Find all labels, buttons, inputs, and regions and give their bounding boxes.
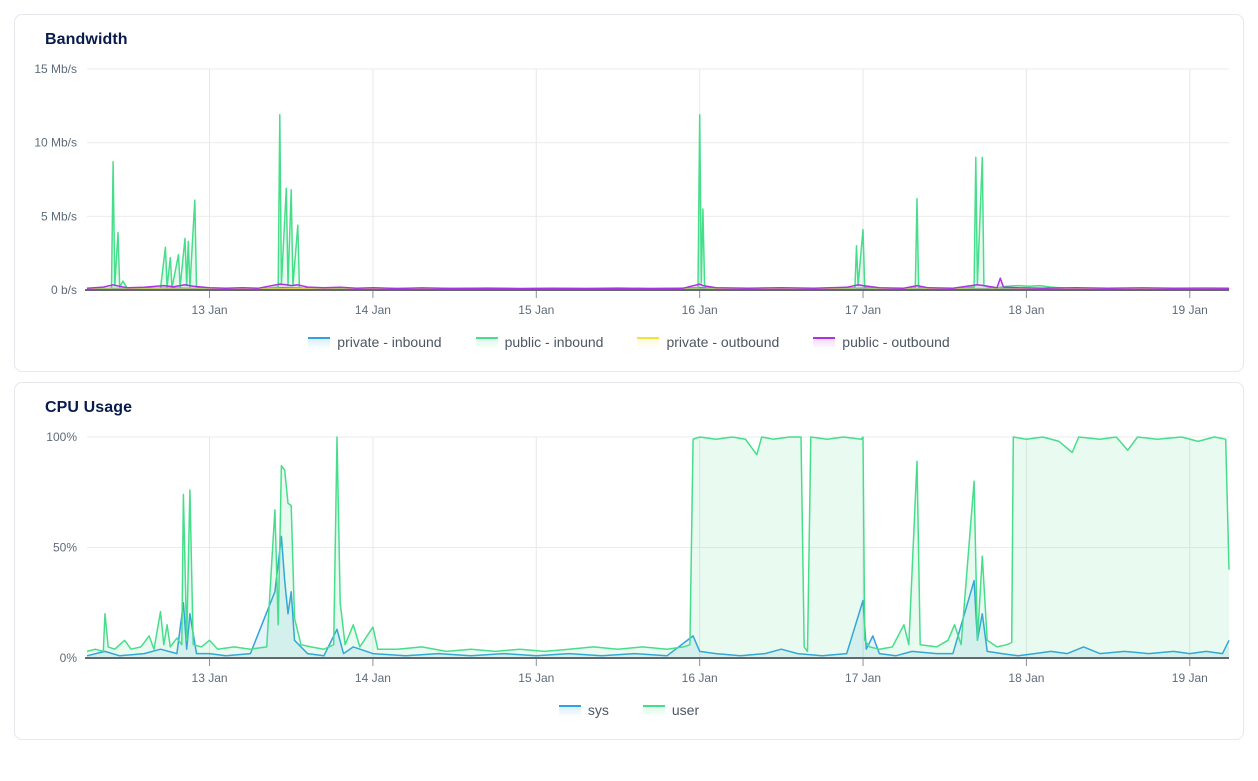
legend-item-sys: sys <box>558 702 609 718</box>
bandwidth-panel: Bandwidth 0 b/s 5 Mb/s 10 Mb/s 15 Mb/s 13 Ja… <box>14 14 1244 372</box>
y-tick-label: 15 Mb/s <box>34 62 77 76</box>
x-tick-label: 17 Jan <box>845 303 881 317</box>
legend-swatch-icon <box>475 336 498 348</box>
series-line-public-outbound <box>86 277 1230 290</box>
chart-svg: 0% 50% 100% 13 Jan 14 Jan 15 Jan 16 Jan 17 Jan 1… <box>46 430 1230 685</box>
legend-item-user: user <box>642 702 700 718</box>
y-tick-label: 0% <box>60 651 78 665</box>
cpu-usage-chart: 0% 50% 100% 13 Jan 14 Jan 15 Jan 16 Jan 17 Jan 1… <box>27 423 1235 689</box>
series-line-sys <box>86 535 1230 657</box>
legend-item-private-inbound: private - inbound <box>308 334 442 350</box>
x-tick-label: 13 Jan <box>192 303 228 317</box>
legend-item-private-outbound: private - outbound <box>637 334 779 350</box>
legend-swatch-icon <box>642 704 665 716</box>
x-tick-label: 19 Jan <box>1172 671 1208 685</box>
legend-label: sys <box>587 702 609 718</box>
x-tick-label: 16 Jan <box>682 303 718 317</box>
cpu-usage-panel: CPU Usage 0% 50% 100% 13 Jan 14 Jan 15 Jan 16 … <box>14 382 1244 740</box>
bandwidth-legend: private - inbound public - inbound private… <box>27 331 1231 353</box>
legend-label: private - outbound <box>666 334 780 350</box>
x-tick-label: 18 Jan <box>1008 303 1044 317</box>
y-tick-label: 0 b/s <box>51 283 77 297</box>
x-tick-label: 17 Jan <box>845 671 881 685</box>
legend-swatch-icon <box>308 336 331 348</box>
x-tick-label: 18 Jan <box>1008 671 1044 685</box>
legend-swatch-icon <box>637 336 660 348</box>
legend-swatch-icon <box>813 336 836 348</box>
legend-label: public - inbound <box>504 334 604 350</box>
legend-label: public - outbound <box>842 334 950 350</box>
series-line-user <box>86 436 1230 653</box>
bandwidth-title: Bandwidth <box>45 31 128 48</box>
y-tick-label: 5 Mb/s <box>41 209 77 223</box>
legend-label: private - inbound <box>337 334 442 350</box>
x-tick-label: 15 Jan <box>518 303 554 317</box>
x-tick-label: 14 Jan <box>355 671 391 685</box>
legend-item-public-outbound: public - outbound <box>813 334 950 350</box>
bandwidth-chart: 0 b/s 5 Mb/s 10 Mb/s 15 Mb/s 13 Jan 14 Jan 15 … <box>27 55 1235 321</box>
x-tick-label: 19 Jan <box>1172 303 1208 317</box>
chart-svg: 0 b/s 5 Mb/s 10 Mb/s 15 Mb/s 13 Jan 14 Jan 15 … <box>34 62 1230 317</box>
y-tick-label: 50% <box>53 541 77 555</box>
x-tick-label: 14 Jan <box>355 303 391 317</box>
series-area-user <box>87 437 1229 658</box>
series-area-public-inbound <box>87 114 1229 290</box>
x-tick-label: 15 Jan <box>518 671 554 685</box>
legend-item-public-inbound: public - inbound <box>475 334 604 350</box>
cpu-usage-title: CPU Usage <box>45 399 133 416</box>
series-line-public-inbound <box>86 113 1230 291</box>
legend-swatch-icon <box>558 704 581 716</box>
y-tick-label: 10 Mb/s <box>34 136 77 150</box>
y-tick-label: 100% <box>46 430 77 444</box>
legend-label: user <box>671 702 700 718</box>
x-tick-label: 16 Jan <box>682 671 718 685</box>
cpu-usage-legend: sys user <box>27 699 1231 721</box>
x-tick-label: 13 Jan <box>192 671 228 685</box>
